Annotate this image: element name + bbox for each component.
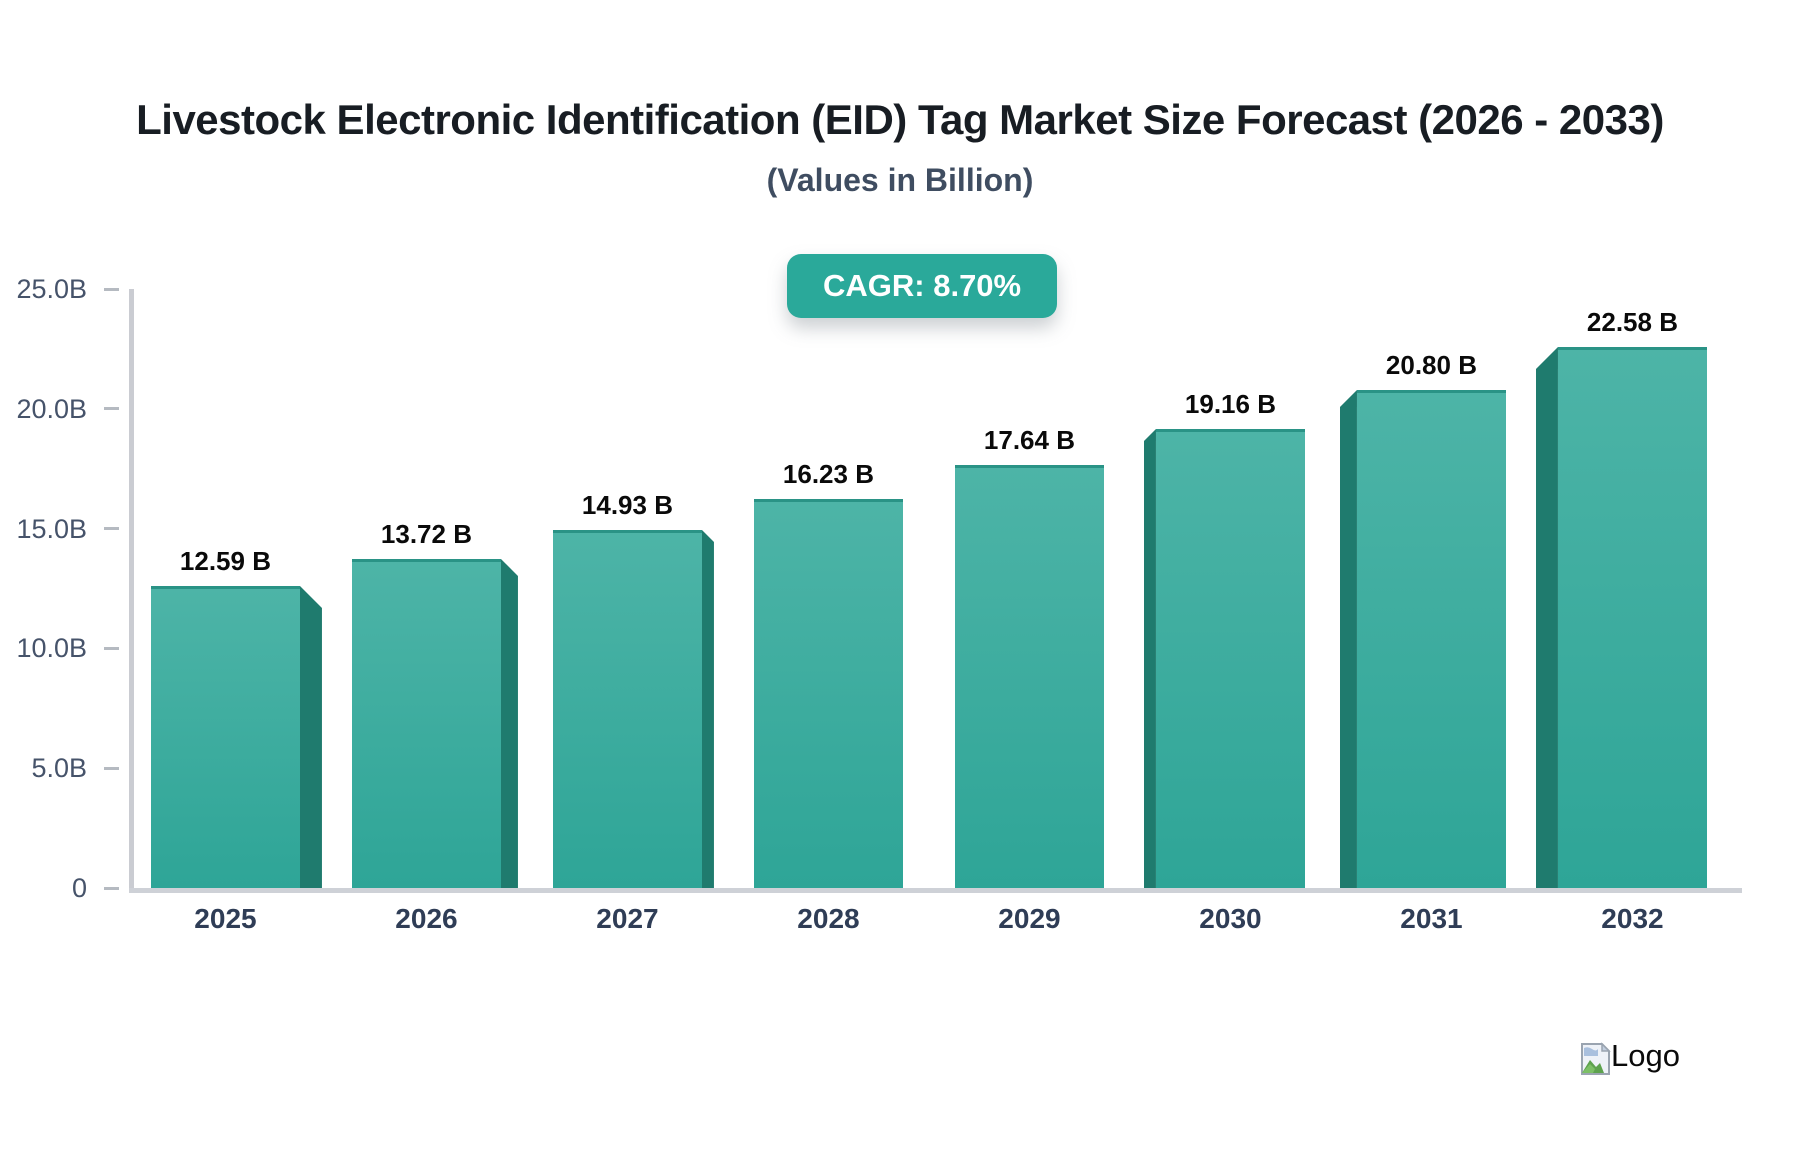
y-axis-tick-label: 10.0B: [16, 633, 87, 664]
bar-value-label: 22.58 B: [1586, 307, 1678, 337]
y-axis-tick-mark: [104, 287, 119, 291]
x-axis-label: 2031: [1400, 903, 1463, 934]
logo: Logo: [1580, 1036, 1680, 1076]
x-axis-label: 2028: [797, 903, 860, 934]
bar-main-face: [753, 499, 903, 888]
bar-side-face: [1339, 390, 1357, 888]
bar-main-face: [150, 586, 300, 888]
y-axis-tick-mark: [104, 766, 119, 770]
bar-value-label: 14.93 B: [581, 490, 673, 520]
bar[interactable]: 12.59 B: [150, 546, 322, 888]
chart-title: Livestock Electronic Identification (EID…: [136, 96, 1664, 143]
x-axis-label: 2029: [998, 903, 1061, 934]
plot-area: 12.59 B 13.72 B 14.93 B 16.23 B 17.64 B 19.16…: [16, 274, 1742, 903]
bar-slot: 20.80 B: [1339, 289, 1541, 888]
bar-main-face: [1356, 390, 1506, 888]
bars-layer: 12.59 B 13.72 B 14.93 B 16.23 B 17.64 B 19.16…: [134, 289, 1742, 888]
bar-main-face: [1155, 429, 1305, 888]
y-axis-tick-label: 20.0B: [16, 393, 87, 424]
bar-value-label: 19.16 B: [1184, 389, 1276, 419]
x-axis-label-slot: 2028: [737, 903, 938, 937]
bar-side-face: [701, 530, 714, 888]
y-axis-tick-mark: [104, 407, 119, 411]
bar[interactable]: 20.80 B: [1339, 350, 1506, 888]
bar-main-face: [954, 465, 1104, 888]
x-axis-labels-row: 2025 2026 2027 2028 2029 2030 2031 2032: [134, 903, 1742, 937]
bar-side-face: [299, 586, 322, 888]
cagr-badge: CAGR: 8.70%: [787, 254, 1058, 318]
y-axis-tick-label: 0: [71, 873, 87, 903]
bar-value-label: 12.59 B: [179, 546, 271, 576]
y-axis-tick-mark: [104, 646, 119, 650]
bar-main-face: [351, 559, 501, 888]
x-axis-label: 2030: [1199, 903, 1262, 934]
y-axis-tick-label: 25.0B: [16, 274, 87, 304]
bar-value-label: 17.64 B: [983, 425, 1075, 455]
x-axis-label-slot: 2026: [335, 903, 536, 937]
y-axis-tick-mark: [104, 886, 119, 890]
bar[interactable]: 17.64 B: [954, 425, 1104, 888]
bar-value-label: 20.80 B: [1385, 350, 1477, 380]
y-axis-tick-mark: [104, 527, 119, 531]
bar-main-face: [1557, 347, 1707, 888]
x-axis-label-slot: 2029: [938, 903, 1139, 937]
x-axis-label-slot: 2031: [1340, 903, 1541, 937]
y-axis-tick-label: 5.0B: [31, 753, 87, 784]
x-axis-label: 2032: [1601, 903, 1664, 934]
bar-side-face: [1535, 347, 1558, 888]
bar-side-face: [1143, 429, 1156, 888]
broken-image-icon: [1581, 1042, 1611, 1075]
bar-main-face: [552, 530, 702, 888]
bar[interactable]: 19.16 B: [1143, 389, 1305, 888]
y-axis-line: [129, 289, 134, 888]
bar-value-label: 16.23 B: [782, 459, 874, 489]
bar[interactable]: 16.23 B: [753, 459, 903, 888]
y-axis-tick-label: 15.0B: [16, 513, 87, 544]
x-axis-label-slot: 2032: [1541, 903, 1742, 937]
bar[interactable]: 13.72 B: [351, 519, 518, 888]
bar[interactable]: 14.93 B: [552, 490, 714, 888]
x-axis-label-slot: 2025: [134, 903, 335, 937]
bar-slot: 12.59 B: [134, 289, 335, 888]
x-axis-label: 2025: [194, 903, 257, 934]
bar-side-face: [500, 559, 518, 888]
bar-slot: 13.72 B: [335, 289, 536, 888]
logo-alt-text: Logo: [1611, 1038, 1680, 1073]
bar-slot: 14.93 B: [536, 289, 737, 888]
chart-subtitle: (Values in Billion): [766, 162, 1034, 198]
x-axis-label: 2027: [596, 903, 659, 934]
x-axis-baseline: [129, 888, 1742, 893]
bar-value-label: 13.72 B: [380, 519, 472, 549]
x-axis-label-slot: 2027: [536, 903, 737, 937]
bar-slot: 22.58 B: [1535, 289, 1742, 888]
x-axis-label-slot: 2030: [1139, 903, 1340, 937]
bar-slot: 19.16 B: [1139, 289, 1340, 888]
x-axis-label: 2026: [395, 903, 458, 934]
bar-slot: 16.23 B: [737, 289, 938, 888]
bar[interactable]: 22.58 B: [1535, 307, 1707, 888]
bar-slot: 17.64 B: [938, 289, 1139, 888]
